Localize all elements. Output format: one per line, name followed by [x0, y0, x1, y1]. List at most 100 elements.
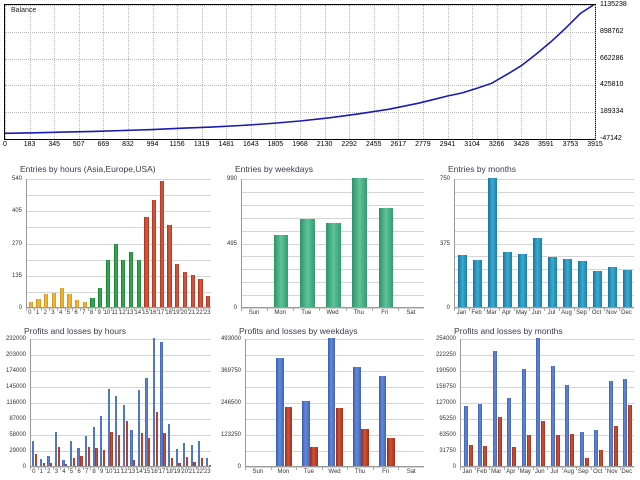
x-tick-label: Jun — [534, 469, 545, 475]
balance-gridline-v — [177, 5, 179, 139]
bar — [518, 253, 527, 307]
x-axis-tick — [499, 308, 500, 311]
balance-x-tick-label: 3428 — [513, 141, 530, 148]
balance-gridline-v — [300, 5, 301, 139]
gridline — [27, 259, 211, 261]
bar — [593, 270, 602, 307]
balance-x-tick-label: 345 — [48, 141, 60, 148]
y-tick-label: 750 — [439, 176, 450, 182]
bar — [159, 180, 164, 307]
x-tick-label: 15 — [142, 310, 149, 316]
x-tick-label: 7 — [84, 469, 89, 475]
x-axis-tick — [484, 308, 485, 311]
balance-gridline-v — [152, 5, 154, 139]
bar-loss — [200, 458, 204, 466]
x-axis-tick — [296, 467, 298, 470]
gridline — [455, 217, 634, 219]
x-axis-tick — [203, 467, 205, 470]
gridline — [242, 179, 424, 180]
balance-x-tick-label: 183 — [23, 141, 36, 148]
x-axis-tick — [241, 308, 242, 311]
x-axis-tick — [165, 467, 167, 470]
x-axis-tick — [112, 467, 114, 470]
x-tick-label: 1 — [35, 310, 40, 316]
x-axis-tick — [64, 308, 66, 311]
y-tick-label: 95250 — [439, 416, 456, 422]
balance-x-tick-label: 3104 — [464, 141, 480, 148]
bar — [206, 296, 211, 307]
balance-gridline-v — [472, 5, 474, 139]
y-tick-label: 190500 — [435, 368, 456, 374]
gridline — [31, 435, 211, 436]
y-tick-label: 135 — [11, 272, 22, 279]
balance-gridline-v — [496, 5, 498, 139]
chart-title: Profits and losses by hours — [24, 326, 127, 336]
x-axis-tick — [576, 467, 577, 470]
bar — [488, 178, 497, 307]
x-tick-label: 6 — [74, 310, 78, 316]
x-tick-label: 21 — [188, 469, 196, 475]
gridline — [27, 227, 211, 229]
bar-loss — [284, 406, 293, 466]
bar-loss — [310, 447, 318, 466]
bar-profit — [160, 342, 163, 466]
bar-loss — [57, 447, 60, 466]
bar-profit — [507, 397, 512, 466]
balance-x-tick-label: 0 — [3, 141, 7, 148]
x-axis-tick — [371, 308, 373, 311]
x-axis-tick — [128, 467, 130, 470]
y-tick-label: 493000 — [220, 336, 241, 342]
x-tick-label: 22 — [196, 469, 204, 475]
y-tick-label: 123250 — [220, 432, 241, 438]
bar-profit — [565, 384, 570, 466]
bar — [458, 255, 467, 307]
y-tick-label: 203000 — [5, 352, 26, 358]
gridline — [27, 275, 211, 277]
x-axis-tick — [118, 308, 120, 311]
x-tick-label: Sat — [406, 469, 416, 475]
y-tick-label: 540 — [11, 176, 22, 182]
chart-profits-losses-by-weekdays: Profits and losses by weekdays 0 123250 246… — [215, 325, 430, 480]
bar-loss — [133, 460, 136, 466]
bar-loss — [72, 457, 76, 466]
bar-profit — [183, 442, 186, 466]
bar-profit — [536, 338, 541, 466]
gridline — [461, 355, 634, 356]
balance-gridline-v — [422, 5, 424, 139]
x-tick-label: Aug — [563, 469, 575, 475]
balance-x-tick-label: 1968 — [292, 141, 308, 148]
x-axis-tick — [372, 467, 374, 470]
plot-area — [454, 178, 634, 309]
bar — [300, 219, 315, 307]
balance-gridline-v — [545, 5, 547, 139]
bar-loss — [155, 411, 158, 466]
x-tick-label: 1 — [39, 469, 43, 475]
x-axis-tick — [547, 467, 548, 470]
y-tick-label: 254000 — [435, 336, 456, 342]
x-axis-tick — [87, 308, 89, 311]
bar-profit — [353, 367, 361, 466]
chart-title: Profits and losses by weekdays — [239, 326, 358, 336]
x-axis-tick — [267, 308, 269, 311]
y-tick-label: 145000 — [5, 384, 26, 390]
x-axis-tick — [135, 467, 137, 470]
x-axis-tick — [180, 308, 182, 311]
x-tick-label: Aug — [561, 310, 572, 316]
x-tick-label: Fri — [381, 310, 389, 316]
bar-loss — [178, 463, 181, 466]
x-tick-label: 8 — [92, 469, 96, 475]
bar-profit — [550, 366, 555, 466]
x-axis-tick — [293, 308, 295, 311]
bar — [378, 207, 393, 307]
bar-loss — [483, 446, 488, 466]
x-axis-tick — [503, 467, 505, 470]
y-tick-label: 246500 — [220, 400, 241, 406]
y-tick-label: 270 — [11, 240, 22, 247]
gridline — [242, 191, 424, 193]
x-tick-label: Sun — [248, 310, 260, 316]
balance-gridline-v — [5, 5, 6, 139]
bar-profit — [69, 441, 73, 466]
bar — [90, 297, 95, 307]
y-tick-label: 31750 — [439, 448, 456, 454]
x-axis-tick — [120, 467, 122, 470]
